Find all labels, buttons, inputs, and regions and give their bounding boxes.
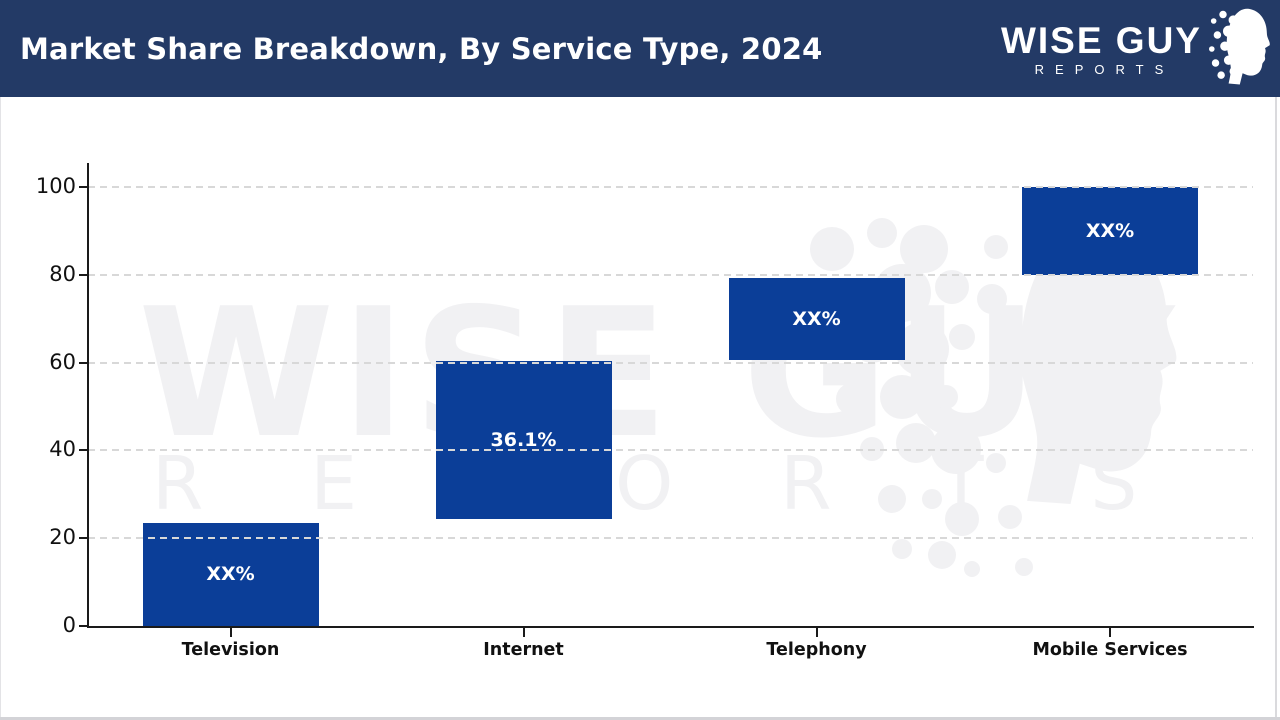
x-tick-label: Television bbox=[181, 640, 280, 660]
y-gridline bbox=[88, 361, 1253, 364]
x-tick-mark bbox=[1109, 628, 1111, 637]
chart-bar-internet bbox=[435, 360, 612, 520]
page-border-bottom bbox=[0, 717, 1280, 720]
y-tick-label: 100 bbox=[35, 174, 76, 198]
y-tick-label: 20 bbox=[49, 525, 76, 550]
y-tick-label: 40 bbox=[49, 437, 76, 462]
x-tick-label: Telephony bbox=[766, 640, 867, 660]
y-tick-mark bbox=[79, 449, 88, 452]
y-tick-mark bbox=[79, 361, 88, 364]
bar-value-label: 36.1% bbox=[490, 429, 557, 452]
watermark-subtext: R E P O R T S bbox=[152, 441, 1183, 527]
bar-value-label: XX% bbox=[1085, 219, 1135, 242]
x-tick-label: Internet bbox=[483, 640, 564, 660]
x-tick-mark bbox=[522, 628, 525, 637]
logo-subtext: REPORTS bbox=[1034, 62, 1175, 78]
y-gridline bbox=[88, 537, 1253, 540]
x-tick-label: Mobile Services bbox=[1032, 640, 1188, 660]
chart-bar-telephony bbox=[728, 277, 905, 360]
y-tick-mark bbox=[79, 273, 88, 276]
y-tick-label: 80 bbox=[49, 261, 76, 286]
logo-wordmark: WISE GUY bbox=[1000, 19, 1202, 61]
y-axis-spine bbox=[87, 163, 89, 628]
page-border-right bbox=[1275, 97, 1277, 717]
page-border-left bbox=[0, 97, 1, 717]
y-tick-mark bbox=[79, 537, 88, 540]
y-gridline bbox=[88, 186, 1253, 188]
bar-value-label: XX% bbox=[792, 307, 841, 330]
logo-face-icon bbox=[1209, 8, 1270, 85]
y-tick-label: 60 bbox=[49, 349, 76, 374]
y-gridline bbox=[88, 273, 1253, 276]
y-tick-label: 0 bbox=[62, 613, 76, 637]
bar-value-label: XX% bbox=[206, 563, 255, 586]
page-title: Market Share Breakdown, By Service Type,… bbox=[20, 31, 823, 66]
watermark-face bbox=[1020, 230, 1177, 504]
wise-guy-reports-logo: WISE GUY REPORTS bbox=[1001, 7, 1270, 91]
header-bar: Market Share Breakdown, By Service Type,… bbox=[0, 0, 1280, 97]
x-axis-spine bbox=[87, 626, 1254, 628]
x-tick-mark bbox=[229, 628, 232, 637]
chart-area: WISE GUY R E P O R T S XX% 36.1% XX% XX% 0 20… bbox=[0, 97, 1280, 720]
y-tick-mark bbox=[79, 625, 88, 627]
chart-bar-mobile-services bbox=[1022, 187, 1198, 275]
y-tick-mark bbox=[79, 186, 88, 188]
x-tick-mark bbox=[815, 628, 818, 637]
chart-bar-television bbox=[142, 522, 319, 626]
y-gridline bbox=[88, 449, 1253, 452]
